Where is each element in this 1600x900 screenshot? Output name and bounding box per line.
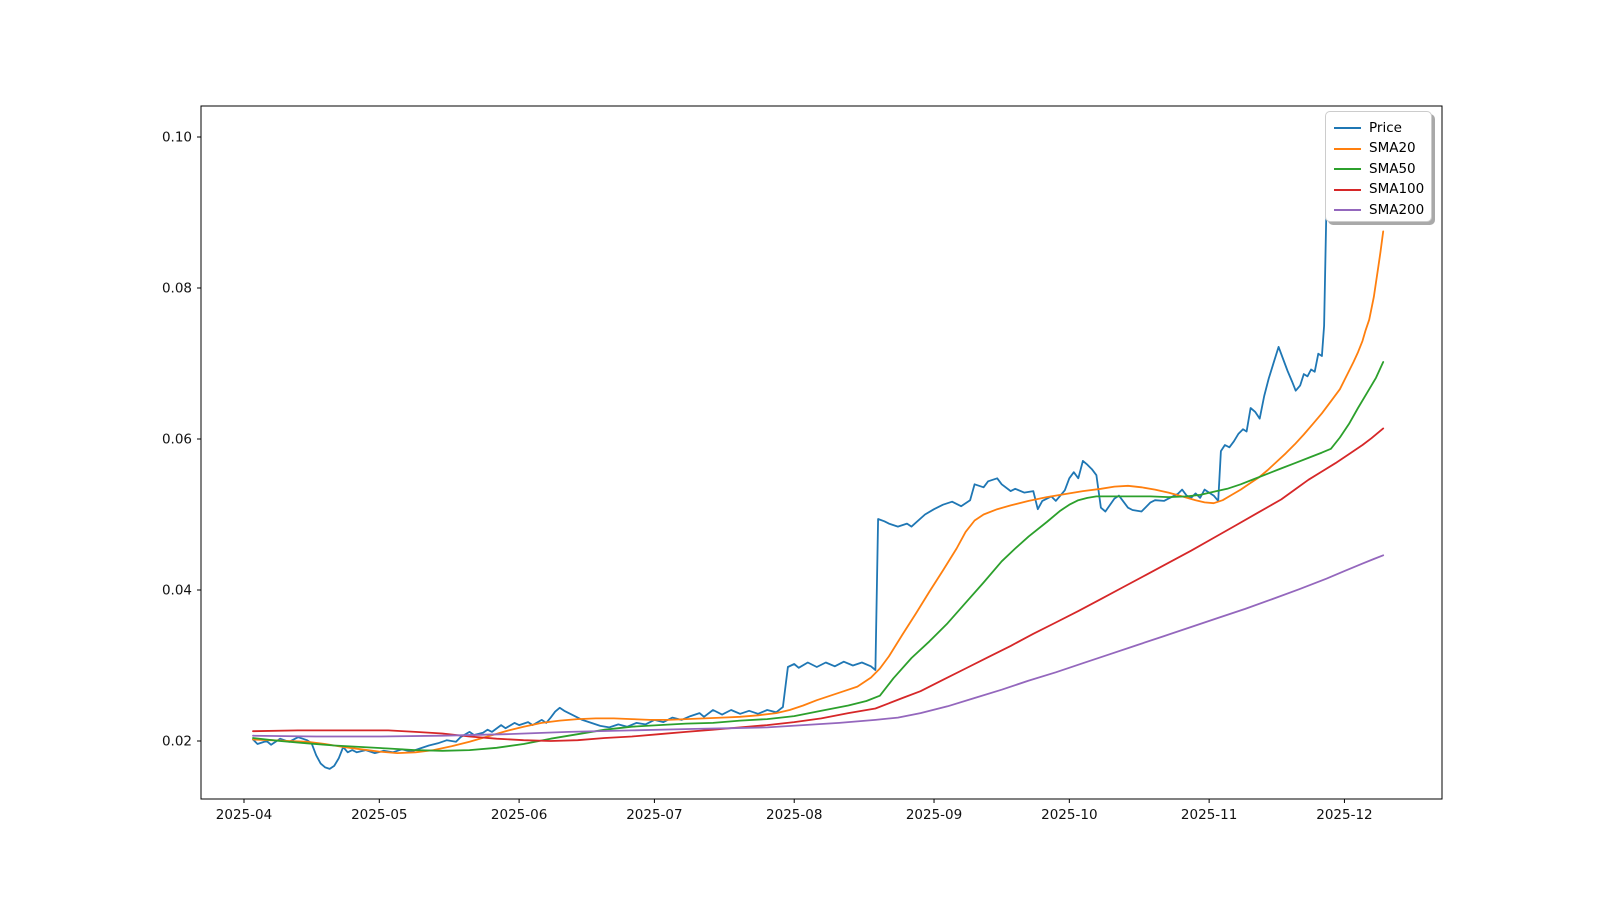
x-tick-label: 2025-11: [1181, 807, 1237, 823]
legend-line-swatch-sma100: [1334, 188, 1361, 191]
legend-entry-sma100: SMA100: [1334, 180, 1431, 201]
series-line-sma200: [252, 554, 1385, 738]
y-tick-label: 0.06: [162, 432, 192, 448]
legend-entry-sma200: SMA200: [1334, 200, 1431, 221]
series-line-price: [252, 207, 1328, 770]
legend-entry-price: Price: [1334, 118, 1431, 139]
legend-line-swatch-sma200: [1334, 209, 1361, 212]
x-tick-label: 2025-04: [216, 807, 272, 823]
legend-label-sma100: SMA100: [1369, 181, 1425, 197]
legend-label-price: Price: [1369, 119, 1402, 136]
y-axis: 0.02 0.04 0.06 0.08 0.10: [162, 130, 201, 750]
y-tick-label: 0.10: [162, 130, 192, 146]
y-tick-label: 0.08: [162, 281, 192, 297]
series-line-sma50: [252, 361, 1385, 752]
x-axis: 2025-04 2025-05 2025-06 2025-07 2025-08 2025-…: [216, 799, 1373, 823]
x-tick-label: 2025-07: [626, 807, 682, 823]
series-line-sma20: [252, 230, 1385, 754]
legend-label-sma20: SMA20: [1369, 140, 1416, 156]
legend-line-swatch-sma20: [1334, 147, 1361, 150]
chart-legend: Price SMA20 SMA50 SMA100 SMA200: [1325, 111, 1432, 222]
y-tick-label: 0.02: [162, 734, 192, 750]
series-line-sma100: [252, 427, 1385, 742]
x-tick-label: 2025-05: [351, 807, 407, 823]
x-tick-label: 2025-10: [1041, 807, 1097, 823]
x-tick-label: 2025-06: [491, 807, 547, 823]
x-tick-label: 2025-12: [1316, 807, 1372, 823]
legend-line-swatch-price: [1334, 127, 1361, 130]
x-tick-label: 2025-09: [906, 807, 962, 823]
legend-line-swatch-sma50: [1334, 168, 1361, 171]
legend-entry-sma20: SMA20: [1334, 139, 1431, 160]
y-tick-label: 0.04: [162, 583, 192, 599]
legend-entry-sma50: SMA50: [1334, 159, 1431, 180]
legend-label-sma50: SMA50: [1369, 160, 1416, 177]
plot-border: [200, 105, 1443, 800]
legend-label-sma200: SMA200: [1369, 201, 1425, 218]
x-tick-label: 2025-08: [766, 807, 822, 823]
